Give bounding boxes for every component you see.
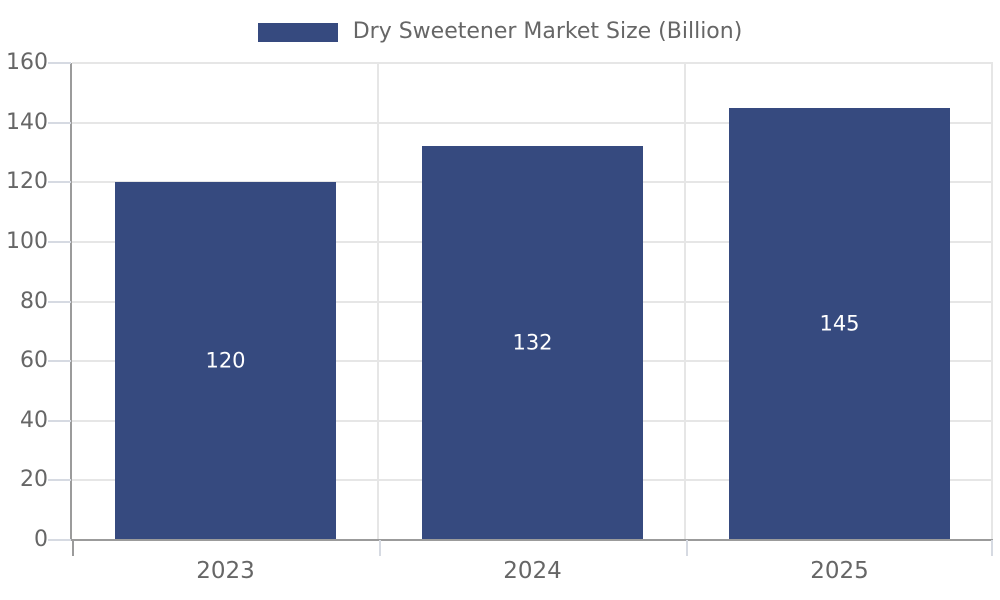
y-axis-tick [48, 181, 71, 184]
legend-label: Dry Sweetener Market Size (Billion) [352, 19, 743, 44]
y-tick-label: 100 [6, 228, 48, 254]
y-tick-label: 80 [20, 288, 48, 314]
y-tick-label: 60 [20, 348, 48, 374]
bar-value-label: 120 [205, 348, 246, 373]
v-gridline [377, 63, 379, 540]
y-axis-tick [48, 539, 71, 541]
x-tick-label: 2023 [196, 558, 255, 584]
v-gridline [991, 63, 993, 540]
y-tick-label: 20 [20, 467, 48, 493]
x-axis-tick [686, 540, 688, 556]
x-tick-label: 2025 [810, 558, 869, 584]
y-tick-label: 120 [6, 169, 48, 195]
x-axis-tick [72, 540, 74, 556]
y-axis-tick [48, 360, 71, 363]
bar-value-label: 145 [819, 311, 860, 336]
y-tick-label: 0 [34, 527, 48, 552]
bar[interactable] [115, 182, 336, 540]
legend[interactable]: Dry Sweetener Market Size (Billion) [0, 21, 1000, 43]
y-axis-tick [48, 240, 71, 243]
x-axis-tick [379, 540, 381, 556]
x-axis-line [70, 539, 993, 541]
bar[interactable] [729, 107, 950, 540]
h-gridline [72, 62, 993, 64]
y-tick-label: 40 [20, 407, 48, 433]
v-gridline [684, 63, 686, 540]
y-tick-label: 140 [6, 109, 48, 135]
legend-swatch [257, 22, 338, 42]
y-axis-line [70, 63, 72, 540]
bar[interactable] [422, 146, 643, 540]
y-tick-label: 160 [6, 50, 48, 75]
x-tick-label: 2024 [503, 558, 562, 584]
y-axis-tick [48, 300, 71, 303]
y-axis-tick [48, 121, 71, 124]
bar-value-label: 132 [512, 330, 553, 355]
y-axis-tick [48, 62, 71, 64]
y-axis-tick [48, 479, 71, 482]
plot-area: 120 132 145 [72, 62, 993, 540]
y-axis-tick [48, 419, 71, 422]
x-axis-tick [991, 540, 993, 556]
h-gridline [72, 121, 993, 124]
